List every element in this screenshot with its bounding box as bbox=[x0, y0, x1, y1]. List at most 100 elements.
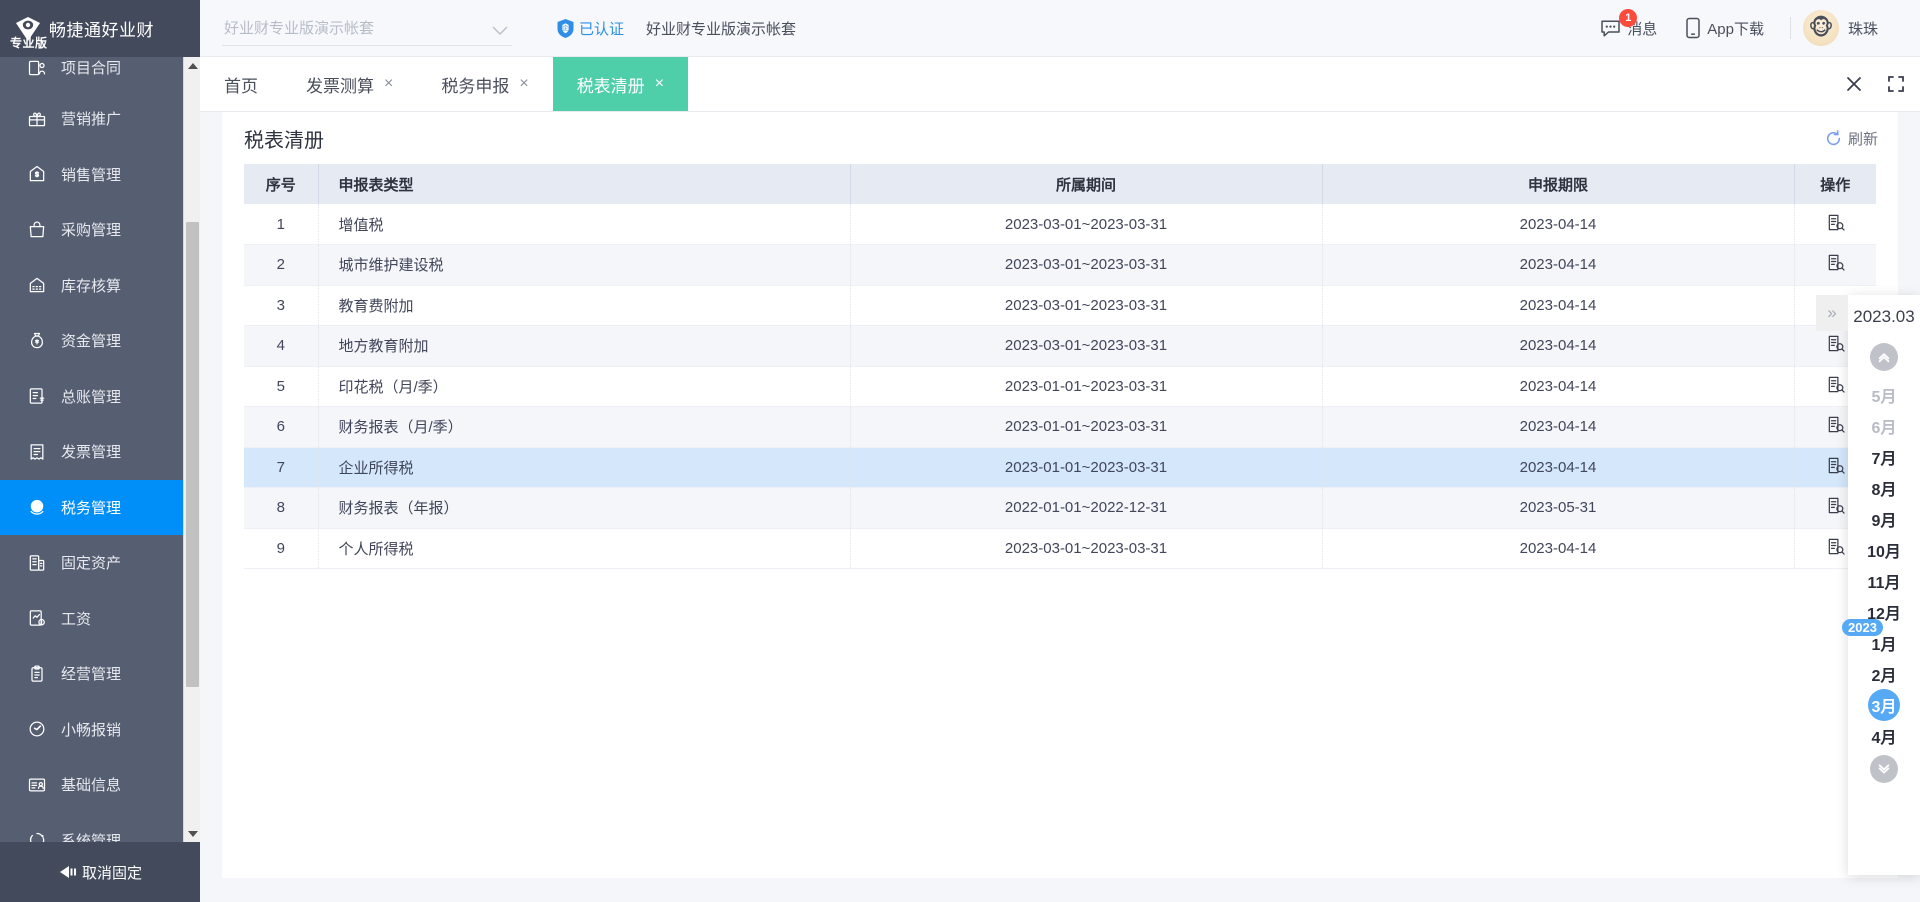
sidebar-item-13[interactable]: 基础信息 bbox=[0, 757, 200, 813]
cell-seq: 4 bbox=[244, 325, 319, 367]
cell-type: 企业所得税 bbox=[318, 447, 851, 488]
sidebar-item-0[interactable]: 项目合同 bbox=[0, 57, 200, 91]
month-item-9[interactable]: 2月 bbox=[1848, 658, 1920, 689]
month-item-label: 8月 bbox=[1871, 481, 1897, 499]
table-row[interactable]: 2 城市维护建设税 2023-03-01~2023-03-31 2023-04-14 bbox=[244, 244, 1876, 286]
chevron-up-circle-icon[interactable] bbox=[1870, 343, 1898, 371]
document-search-icon[interactable] bbox=[1826, 496, 1845, 515]
account-select[interactable]: 好业财专业版演示帐套 bbox=[222, 10, 512, 46]
document-search-icon[interactable] bbox=[1826, 456, 1845, 475]
cell-due: 2023-04-14 bbox=[1322, 447, 1795, 488]
cell-op bbox=[1794, 204, 1876, 245]
sidebar-item-3[interactable]: 采购管理 bbox=[0, 202, 200, 258]
document-search-icon[interactable] bbox=[1826, 253, 1845, 272]
messages-button[interactable]: 消息 1 bbox=[1586, 8, 1671, 39]
sidebar-item-5[interactable]: 资金管理 bbox=[0, 313, 200, 369]
main-column: 好业财专业版演示帐套 企 已认证 好业财专业版演示帐套 bbox=[200, 0, 1920, 902]
cell-type: 城市维护建设税 bbox=[318, 244, 851, 286]
table-row[interactable]: 4 地方教育附加 2023-03-01~2023-03-31 2023-04-14 bbox=[244, 325, 1876, 367]
table-row[interactable]: 5 印花税（月/季） 2023-01-01~2023-03-31 2023-04-14 bbox=[244, 366, 1876, 407]
sidebar-item-1[interactable]: 营销推广 bbox=[0, 91, 200, 147]
tab-0[interactable]: 首页 bbox=[200, 57, 282, 111]
tab-close-icon[interactable]: × bbox=[654, 75, 665, 92]
month-item-5[interactable]: 10月 bbox=[1848, 534, 1920, 565]
tab-3[interactable]: 税表清册 × bbox=[552, 57, 689, 111]
document-search-icon[interactable] bbox=[1826, 334, 1845, 353]
month-item-1[interactable]: 6月 bbox=[1848, 410, 1920, 441]
month-item-2[interactable]: 7月 bbox=[1848, 441, 1920, 472]
tab-strip: 首页 发票测算 × 税务申报 × 税表清册 × bbox=[200, 57, 1920, 112]
column-header-seq: 序号 bbox=[244, 164, 319, 204]
sidebar-item-label: 资金管理 bbox=[61, 333, 122, 351]
document-search-icon[interactable] bbox=[1826, 213, 1845, 232]
column-header-period: 所属期间 bbox=[850, 164, 1323, 204]
tab-2[interactable]: 税务申报 × bbox=[417, 57, 552, 111]
month-item-label: 5月 bbox=[1871, 388, 1897, 406]
sidebar-item-7[interactable]: 发票管理 bbox=[0, 424, 200, 480]
verified-label: 已认证 bbox=[579, 20, 625, 38]
table-row[interactable]: 1 增值税 2023-03-01~2023-03-31 2023-04-14 bbox=[244, 204, 1876, 245]
tab-close-icon[interactable]: × bbox=[519, 75, 529, 92]
sidebar-item-4[interactable]: 库存核算 bbox=[0, 258, 200, 314]
double-chevron-right-icon[interactable]: » bbox=[1816, 295, 1848, 331]
sidebar-item-label: 税务管理 bbox=[61, 499, 122, 517]
fullscreen-icon[interactable] bbox=[1886, 74, 1906, 94]
close-panel-icon[interactable] bbox=[1844, 74, 1864, 94]
cell-type: 印花税（月/季） bbox=[318, 366, 851, 407]
month-item-label: 4月 bbox=[1871, 729, 1897, 747]
sidebar-item-6[interactable]: 总账管理 bbox=[0, 369, 200, 425]
user-name: 珠珠 bbox=[1847, 20, 1878, 38]
brand-logo-bar[interactable]: 畅捷通好业财 专业版 bbox=[0, 0, 200, 57]
sidebar-item-10[interactable]: 工资 bbox=[0, 591, 200, 647]
building-icon bbox=[26, 552, 48, 574]
chevron-down-circle-icon[interactable] bbox=[1870, 755, 1898, 783]
cell-period: 2023-03-01~2023-03-31 bbox=[850, 244, 1323, 286]
triangle-up-icon[interactable] bbox=[184, 57, 201, 74]
document-search-icon[interactable] bbox=[1826, 375, 1845, 394]
settings-dashed-icon bbox=[26, 829, 48, 842]
year-marker: 2023 bbox=[1842, 619, 1883, 636]
document-search-icon[interactable] bbox=[1826, 415, 1845, 434]
sidebar-scrollbar-thumb[interactable] bbox=[186, 222, 199, 687]
triangle-down-icon[interactable] bbox=[184, 825, 201, 842]
sidebar-item-9[interactable]: 固定资产 bbox=[0, 535, 200, 591]
sidebar-item-12[interactable]: 小畅报销 bbox=[0, 702, 200, 758]
cell-due: 2023-04-14 bbox=[1322, 406, 1795, 448]
cell-type: 个人所得税 bbox=[318, 528, 851, 569]
month-list: 5月 6月 7月 8月 9月 10月 11月 12月 2023 1月 2月 3月 4月 bbox=[1842, 379, 1920, 751]
sidebar-scrollbar[interactable] bbox=[183, 57, 201, 842]
table-row[interactable]: 6 财务报表（月/季） 2023-01-01~2023-03-31 2023-04-1… bbox=[244, 406, 1876, 448]
table-body: 1 增值税 2023-03-01~2023-03-31 2023-04-14 2 城市维护… bbox=[244, 204, 1876, 569]
month-item-4[interactable]: 9月 bbox=[1848, 503, 1920, 534]
app-download-button[interactable]: App下载 bbox=[1671, 17, 1778, 39]
month-item-7[interactable]: 12月 bbox=[1848, 596, 1920, 627]
sidebar-item-2[interactable]: 销售管理 bbox=[0, 147, 200, 203]
unpin-sidebar-label: 取消固定 bbox=[81, 864, 142, 882]
month-item-3[interactable]: 8月 bbox=[1848, 472, 1920, 503]
table-row[interactable]: 8 财务报表（年报） 2022-01-01~2022-12-31 2023-05-31 bbox=[244, 487, 1876, 529]
tab-1[interactable]: 发票测算 × bbox=[282, 57, 417, 111]
tab-close-icon[interactable]: × bbox=[384, 75, 394, 92]
user-menu[interactable]: 🐵 珠珠 bbox=[1802, 10, 1896, 46]
month-item-8[interactable]: 2023 1月 bbox=[1842, 619, 1920, 658]
sidebar-item-label: 营销推广 bbox=[61, 111, 122, 129]
month-item-11[interactable]: 4月 bbox=[1848, 720, 1920, 751]
month-item-10[interactable]: 3月 bbox=[1848, 688, 1920, 721]
table-row[interactable]: 3 教育费附加 2023-03-01~2023-03-31 2023-04-14 bbox=[244, 285, 1876, 326]
month-item-label: 2月 bbox=[1871, 667, 1897, 685]
refresh-button[interactable]: 刷新 bbox=[1825, 128, 1878, 149]
sidebar-item-14[interactable]: 系统管理 bbox=[0, 813, 200, 842]
table-row[interactable]: 7 企业所得税 2023-01-01~2023-03-31 2023-04-14 bbox=[244, 447, 1876, 488]
table-row[interactable]: 9 个人所得税 2023-03-01~2023-03-31 2023-04-14 bbox=[244, 528, 1876, 569]
sidebar-item-8[interactable]: 税 税务管理 bbox=[0, 479, 200, 535]
sidebar-item-11[interactable]: 经营管理 bbox=[0, 646, 200, 702]
tab-label: 首页 bbox=[224, 76, 258, 96]
unpin-sidebar-button[interactable]: 取消固定 bbox=[0, 842, 200, 902]
app-download-label: App下载 bbox=[1707, 20, 1764, 38]
document-search-icon[interactable] bbox=[1826, 537, 1845, 556]
brand-edition-badge: 专业版 bbox=[10, 36, 48, 50]
ledger-icon bbox=[26, 385, 48, 407]
month-item-0[interactable]: 5月 bbox=[1848, 379, 1920, 410]
contract-icon bbox=[26, 57, 48, 79]
month-item-6[interactable]: 11月 bbox=[1848, 565, 1920, 596]
